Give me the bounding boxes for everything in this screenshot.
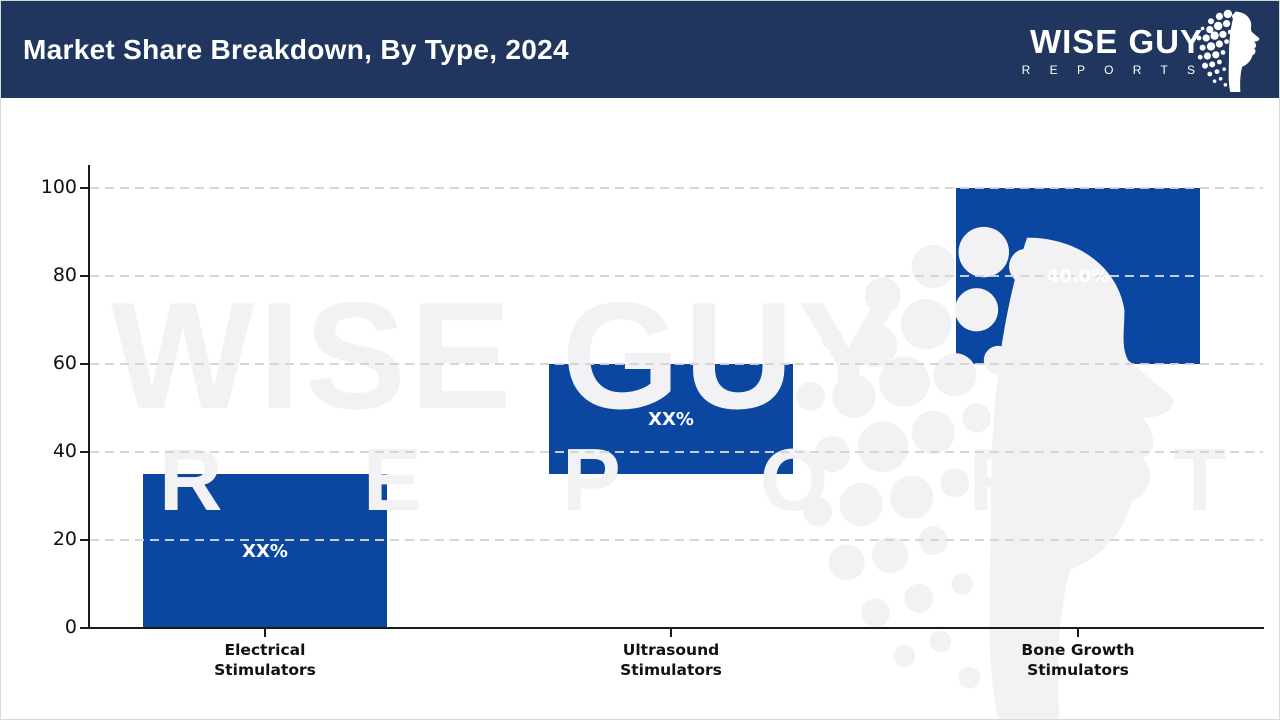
category-label: Electrical Stimulators (214, 641, 316, 679)
bar-electrical-stimulators: XX% (143, 474, 387, 628)
y-tick-label: 80 (52, 264, 77, 286)
watermark-text: WISE GUY (111, 271, 904, 441)
logo-subtext: R E P O R T S (1021, 63, 1203, 77)
y-tick-label: 60 (52, 352, 77, 374)
y-tick-mark (80, 363, 88, 365)
bar-ultrasound-stimulators: XX% (549, 364, 793, 474)
y-tick-mark (80, 627, 88, 629)
gridline (90, 539, 1263, 541)
chart-title: Market Share Breakdown, By Type, 2024 (23, 33, 569, 65)
y-tick-mark (80, 539, 88, 541)
header-bar: Market Share Breakdown, By Type, 2024 WI… (1, 1, 1279, 98)
y-axis-line (88, 165, 90, 629)
gridline (90, 451, 1263, 453)
x-tick-mark (1077, 629, 1079, 637)
gridline (90, 275, 1263, 277)
category-label: Ultrasound Stimulators (620, 641, 722, 679)
wise-guy-reports-logo: WISE GUY R E P O R T S (1022, 7, 1269, 93)
bar-value-label: 40.0% (1046, 265, 1110, 287)
x-tick-mark (670, 629, 672, 637)
y-tick-label: 100 (40, 176, 77, 198)
category-label: Bone Growth Stimulators (1021, 641, 1135, 679)
x-tick-mark (264, 629, 266, 637)
y-tick-label: 0 (64, 616, 77, 638)
x-axis-line (88, 627, 1264, 629)
logo-wordmark: WISE GUY (1029, 23, 1203, 60)
y-tick-mark (80, 187, 88, 189)
y-tick-label: 20 (52, 528, 77, 550)
y-tick-label: 40 (52, 440, 77, 462)
y-tick-mark (80, 451, 88, 453)
y-tick-mark (80, 275, 88, 277)
bar-value-label: XX% (648, 408, 694, 430)
bar-value-label: XX% (242, 540, 288, 562)
gridline (90, 363, 1263, 365)
gridline (90, 187, 1263, 189)
